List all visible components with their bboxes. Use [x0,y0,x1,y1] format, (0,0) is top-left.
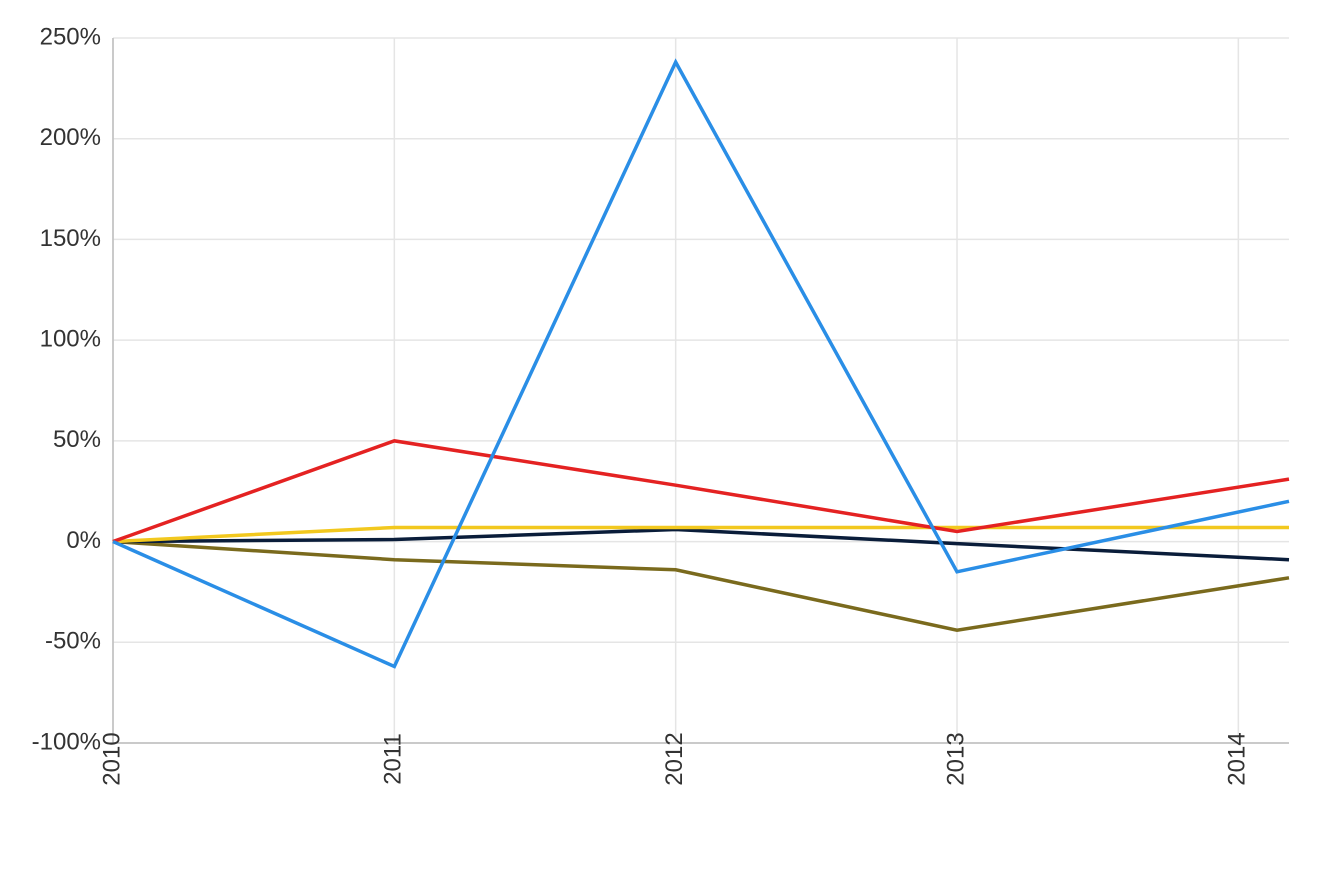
y-tick-label: 150% [40,225,101,252]
y-tick-label: 100% [40,325,101,352]
x-tick-label-group: 2010 [98,732,125,785]
y-tick-label: 200% [40,124,101,151]
x-tick-label: 2010 [98,732,125,785]
x-tick-label-group: 2011 [380,733,407,785]
x-tick-label: 2012 [661,732,688,785]
x-tick-label: 2011 [380,733,407,785]
y-tick-label: -100% [32,728,101,755]
chart-svg: -100% -50% 0% 50% 100% 150% 200% 250% 2010 2011 20… [0,0,1319,879]
line-chart: -100% -50% 0% 50% 100% 150% 200% 250% 2010 2011 20… [0,0,1319,879]
y-tick-label: 250% [40,23,101,50]
y-tick-label: -50% [45,628,101,655]
x-tick-label-group: 2012 [661,732,688,785]
x-tick-label: 2014 [1224,732,1251,785]
y-tick-label: 50% [53,426,101,453]
x-tick-label-group: 2014 [1224,732,1251,785]
y-tick-label: 0% [66,527,101,554]
x-tick-label-group: 2013 [942,732,969,785]
x-tick-label: 2013 [942,732,969,785]
